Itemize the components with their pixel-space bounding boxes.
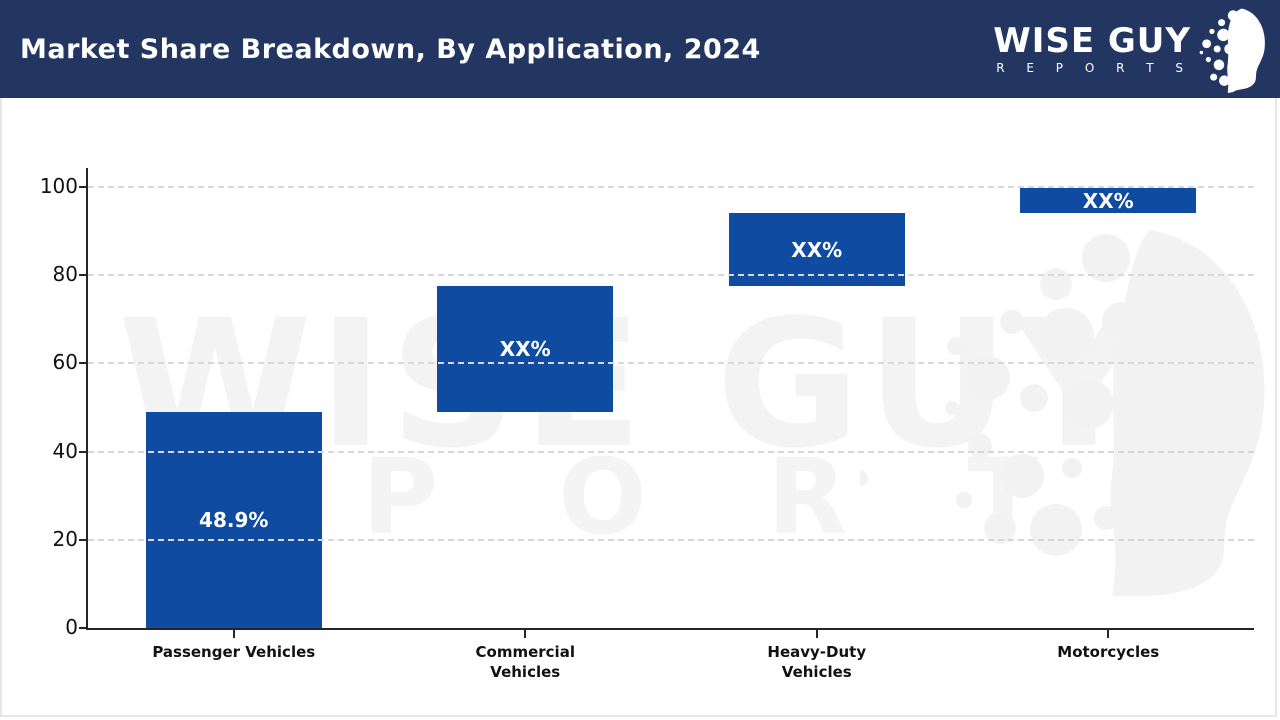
- bar-segment: XX%: [437, 286, 614, 413]
- header-bar: Market Share Breakdown, By Application, …: [0, 0, 1280, 98]
- x-axis-tick-mark: [1107, 630, 1110, 638]
- bar-segment: XX%: [728, 213, 905, 287]
- brand-name: WISE GUY: [993, 21, 1192, 61]
- y-axis-tick-label: 80: [52, 262, 78, 287]
- x-axis-category-label: Heavy-Duty Vehicles: [767, 643, 867, 681]
- gridline: [88, 538, 1254, 541]
- bar-segment: XX%: [1020, 188, 1197, 214]
- y-axis-tick-mark: [79, 450, 88, 453]
- y-axis-tick-label: 20: [52, 526, 78, 551]
- bar-segment: 48.9%: [145, 412, 322, 628]
- y-axis-tick-label: 40: [52, 438, 78, 463]
- gridline: [88, 186, 1254, 188]
- chart-area: 0 20 40 60 80 100 48.9% XX% XX% XX% Passenger Vehi…: [0, 98, 1280, 720]
- brand-face-icon: [1199, 8, 1265, 93]
- brand-logo: WISE GUY R E P O R T S: [992, 5, 1280, 93]
- y-axis-tick-mark: [79, 538, 88, 541]
- y-axis-tick-mark: [79, 186, 88, 188]
- y-axis-tick-label: 0: [65, 615, 78, 639]
- brand-subname: R E P O R T S: [996, 61, 1192, 75]
- chart-title: Market Share Breakdown, By Application, …: [20, 33, 761, 65]
- y-axis-tick-mark: [79, 362, 88, 365]
- x-axis-category-label: Passenger Vehicles: [152, 643, 316, 661]
- y-axis: [86, 168, 88, 630]
- y-axis-tick-mark: [79, 627, 88, 629]
- bar-value-label: XX%: [791, 237, 843, 262]
- brand-logo-text: WISE GUY R E P O R T S: [992, 23, 1192, 75]
- bar-value-label: XX%: [1082, 188, 1134, 213]
- gridline: [88, 274, 1254, 277]
- gridline: [88, 450, 1254, 453]
- bar-value-label: 48.9%: [199, 508, 269, 533]
- x-axis: [86, 628, 1254, 630]
- y-axis-tick-label: 100: [39, 174, 78, 198]
- y-axis-tick-mark: [79, 274, 88, 277]
- gridline: [88, 362, 1254, 365]
- watermark-text-line2: P O R T S: [362, 436, 1276, 558]
- x-axis-tick-mark: [524, 630, 527, 638]
- x-axis-tick-mark: [815, 630, 818, 638]
- x-axis-category-label: Commercial Vehicles: [475, 643, 575, 681]
- y-axis-tick-label: 60: [52, 350, 78, 375]
- x-axis-category-label: Motorcycles: [1057, 643, 1160, 661]
- x-axis-tick-mark: [232, 630, 235, 638]
- bar-value-label: XX%: [499, 337, 551, 362]
